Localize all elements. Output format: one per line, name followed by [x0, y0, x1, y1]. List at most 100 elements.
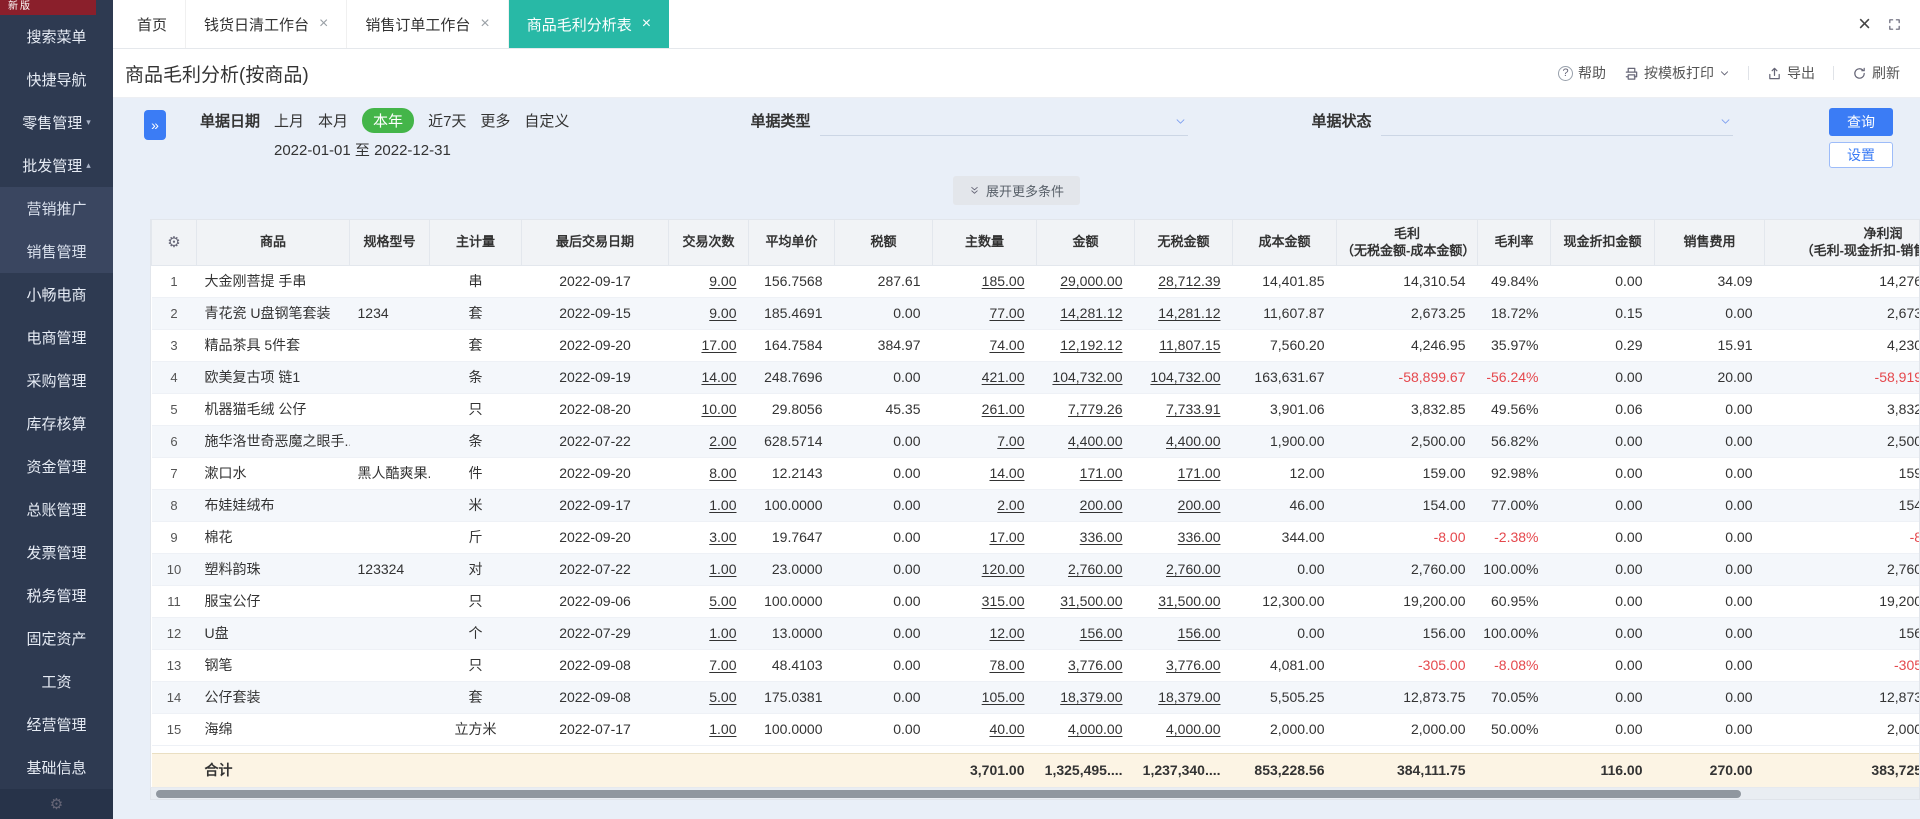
quick-date-option[interactable]: 自定义	[524, 112, 570, 130]
cell[interactable]: 200.00	[1134, 489, 1233, 522]
close-tab-icon[interactable]: ×	[319, 15, 329, 32]
column-header[interactable]: 销售费用	[1654, 220, 1765, 266]
column-header[interactable]: 交易次数	[668, 220, 749, 266]
column-header[interactable]: 商品	[196, 220, 350, 266]
print-button[interactable]: 按模板打印	[1624, 63, 1730, 83]
cell[interactable]: 5.00	[668, 681, 749, 714]
cell[interactable]: 3,776.00	[1134, 649, 1233, 682]
column-header[interactable]: 平均单价	[748, 220, 835, 266]
cell[interactable]: 17.00	[668, 329, 749, 362]
cell[interactable]: 7,733.91	[1134, 393, 1233, 426]
export-button[interactable]: 导出	[1767, 63, 1815, 83]
tab[interactable]: 商品毛利分析表 ×	[507, 0, 670, 48]
cell[interactable]: 2.00	[668, 425, 749, 458]
cell[interactable]: 1.00	[668, 553, 749, 586]
cell[interactable]: 31,500.00	[1134, 585, 1233, 618]
expand-more-button[interactable]: 展开更多条件	[952, 176, 1080, 205]
column-header[interactable]: 金额	[1036, 220, 1135, 266]
column-header[interactable]: 净利润（毛利-现金折扣-销售费用）	[1764, 220, 1919, 266]
cell[interactable]: 14.00	[668, 361, 749, 394]
cell[interactable]: 77.00	[932, 297, 1037, 330]
quick-date-option[interactable]: 上月	[274, 112, 305, 130]
column-header[interactable]: 税额	[834, 220, 933, 266]
tab[interactable]: 首页	[119, 0, 185, 48]
help-button[interactable]: ? 帮助	[1558, 63, 1606, 83]
cell[interactable]: 104,732.00	[1036, 361, 1135, 394]
cell[interactable]: 1.00	[668, 489, 749, 522]
cell[interactable]: 18,379.00	[1036, 681, 1135, 714]
refresh-button[interactable]: 刷新	[1852, 63, 1900, 83]
cell[interactable]: 7.00	[668, 649, 749, 682]
fullscreen-icon[interactable]	[1887, 17, 1902, 32]
cell[interactable]: 14,281.12	[1036, 297, 1135, 330]
cell[interactable]: 31,500.00	[1036, 585, 1135, 618]
cell[interactable]: 261.00	[932, 393, 1037, 426]
sidebar-item[interactable]: 零售管理 ▾	[0, 101, 113, 144]
sidebar-item[interactable]: 发票管理	[0, 531, 113, 574]
column-settings-gear-icon[interactable]: ⚙	[167, 234, 181, 252]
sidebar-item[interactable]: 工资	[0, 660, 113, 703]
settings-button[interactable]: 设置	[1829, 142, 1893, 168]
sidebar-item[interactable]: 固定资产	[0, 617, 113, 660]
settings-gear-icon[interactable]: ⚙	[49, 796, 64, 813]
tab[interactable]: 销售订单工作台 ×	[346, 0, 507, 48]
cell[interactable]: 4,000.00	[1134, 713, 1233, 746]
query-button[interactable]: 查询	[1829, 108, 1893, 136]
quick-date-option[interactable]: 更多	[480, 112, 511, 130]
cell[interactable]: 12,192.12	[1036, 329, 1135, 362]
cell[interactable]: 7.00	[932, 425, 1037, 458]
cell[interactable]: 4,400.00	[1134, 425, 1233, 458]
cell[interactable]: 40.00	[932, 713, 1037, 746]
cell[interactable]: 8.00	[668, 457, 749, 490]
column-header[interactable]: 最后交易日期	[521, 220, 669, 266]
cell[interactable]: 14.00	[932, 457, 1037, 490]
doc-status-select[interactable]	[1381, 110, 1734, 136]
cell[interactable]: 5.00	[668, 585, 749, 618]
quick-date-option[interactable]: 近7天	[428, 112, 467, 130]
column-header[interactable]: 规格型号	[349, 220, 430, 266]
cell[interactable]: 104,732.00	[1134, 361, 1233, 394]
close-tab-icon[interactable]: ×	[641, 15, 652, 32]
cell[interactable]: 156.00	[1134, 617, 1233, 650]
collapse-filters-button[interactable]: »	[144, 110, 166, 140]
quick-date-option[interactable]: 本月	[318, 112, 349, 130]
quick-date-option[interactable]: 本年	[362, 107, 415, 133]
sidebar-item[interactable]: 总账管理	[0, 488, 113, 531]
sidebar-item[interactable]: 电商管理	[0, 316, 113, 359]
cell[interactable]: 78.00	[932, 649, 1037, 682]
cell[interactable]: 171.00	[1036, 457, 1135, 490]
column-header[interactable]: 毛利 （无税金额-成本金额）	[1336, 220, 1478, 266]
cell[interactable]: 4,000.00	[1036, 713, 1135, 746]
sidebar-item[interactable]: 经营管理	[0, 703, 113, 746]
sidebar-item[interactable]: 营销推广	[0, 187, 113, 230]
sidebar-item[interactable]: 采购管理	[0, 359, 113, 402]
column-header[interactable]: 主计量	[429, 220, 522, 266]
cell[interactable]: 421.00	[932, 361, 1037, 394]
sidebar-item[interactable]: 资金管理	[0, 445, 113, 488]
cell[interactable]: 315.00	[932, 585, 1037, 618]
cell[interactable]: 2,760.00	[1134, 553, 1233, 586]
tab[interactable]: 钱货日清工作台 ×	[185, 0, 346, 48]
cell[interactable]: 105.00	[932, 681, 1037, 714]
cell[interactable]: 18,379.00	[1134, 681, 1233, 714]
column-header[interactable]: 毛利率	[1477, 220, 1551, 266]
cell[interactable]: 74.00	[932, 329, 1037, 362]
cell[interactable]: 11,807.15	[1134, 329, 1233, 362]
cell[interactable]: 200.00	[1036, 489, 1135, 522]
cell[interactable]: 9.00	[668, 265, 749, 298]
cell[interactable]: 156.00	[1036, 617, 1135, 650]
sidebar-item[interactable]: 基础信息	[0, 746, 113, 789]
cell[interactable]: 29,000.00	[1036, 265, 1135, 298]
cell[interactable]: 2,760.00	[1036, 553, 1135, 586]
cell[interactable]: 7,779.26	[1036, 393, 1135, 426]
column-header[interactable]: 主数量	[932, 220, 1037, 266]
horizontal-scrollbar[interactable]	[150, 787, 1920, 800]
cell[interactable]: 120.00	[932, 553, 1037, 586]
column-header[interactable]: 无税金额	[1134, 220, 1233, 266]
cell[interactable]: 28,712.39	[1134, 265, 1233, 298]
cell[interactable]: 336.00	[1134, 521, 1233, 554]
sidebar-item[interactable]: 税务管理	[0, 574, 113, 617]
cell[interactable]: 12.00	[932, 617, 1037, 650]
sidebar-item[interactable]: 快捷导航	[0, 58, 113, 101]
sidebar-item[interactable]: 销售管理	[0, 230, 113, 273]
